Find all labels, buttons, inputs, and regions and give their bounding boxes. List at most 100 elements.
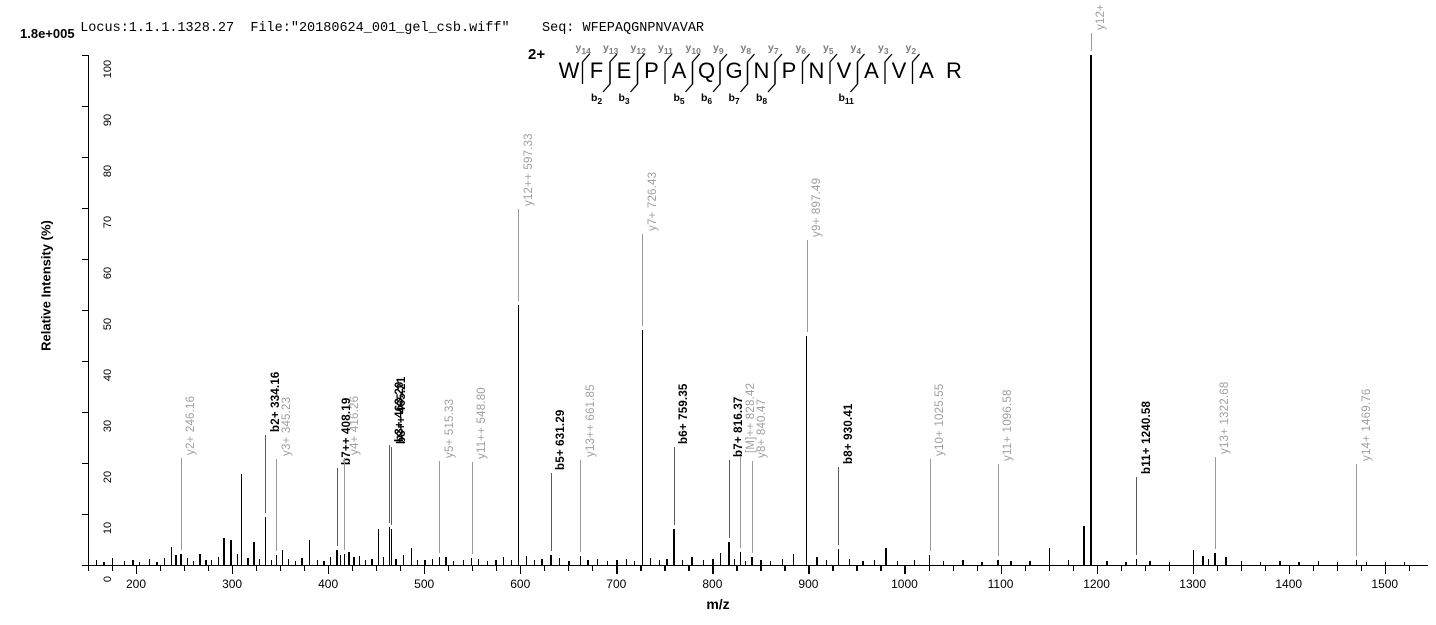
spectrum-peak (424, 560, 426, 565)
spectrum-peak (330, 556, 332, 565)
x-axis-tick-minor (256, 566, 258, 571)
spectrum-peak (236, 553, 239, 565)
spectrum-peak (1225, 556, 1227, 565)
spectrum-peak (378, 529, 380, 565)
spectrum-peak (1336, 562, 1339, 565)
spectrum-peak (848, 558, 851, 565)
x-axis-tick-minor (448, 566, 450, 571)
spectrum-peak (445, 557, 447, 565)
y-axis-tick (82, 106, 89, 108)
spectrum-peak-annotated (1135, 558, 1138, 565)
x-axis-tick-minor (1408, 566, 1410, 571)
spectrum-peak (1202, 555, 1204, 565)
spectrum-peak-annotated (388, 526, 391, 565)
spectrum-peak (348, 551, 350, 565)
y-axis-tick (82, 412, 89, 414)
peak-label: y12++ 597.33 (522, 133, 535, 206)
spectrum-peak (712, 558, 714, 565)
x-axis-tick-minor (280, 566, 282, 571)
x-axis-tick-major (328, 566, 330, 574)
peak-label-leader (997, 463, 999, 556)
spectrum-peak (633, 560, 635, 565)
x-axis-tick-major (136, 566, 138, 574)
x-axis-tick-minor (88, 566, 90, 571)
y-ion-label: y6 (795, 42, 807, 57)
spectrum-peak (453, 560, 455, 565)
x-axis-tick-minor (1264, 566, 1266, 571)
y-ion-label: y5 (823, 42, 834, 57)
b-ion-label: b11 (838, 92, 854, 107)
x-axis-tick-major (1288, 566, 1290, 574)
spectrum-peak (816, 556, 818, 565)
peak-label: y4+ 416.26 (348, 395, 361, 455)
x-axis-tick-label: 900 (798, 577, 819, 591)
peak-label: [M]++ 828.42 (744, 383, 757, 454)
peptide-residue: A (671, 58, 687, 83)
y-ion-label: y11 (658, 42, 673, 57)
y-axis-tick-label: 70 (102, 215, 114, 229)
spectrum-peak (364, 559, 367, 565)
peak-label: y11+ 1096.58 (1002, 389, 1015, 461)
y-axis-tick (82, 310, 89, 312)
y-axis-tick-label: 80 (102, 164, 114, 178)
spectrum-peak (416, 559, 418, 565)
spectrum-peak (223, 538, 225, 565)
x-axis-tick-major (520, 566, 522, 574)
spectrum-peak (885, 547, 887, 565)
peptide-residue: V (836, 58, 852, 83)
x-axis-tick-major (1384, 566, 1386, 574)
x-axis-tick-minor (472, 566, 474, 571)
x-axis-tick-minor (952, 566, 954, 571)
spectrum-header: Locus:1.1.1.1328.27 File:"20180624_001_g… (64, 6, 704, 36)
peak-label-leader (580, 459, 582, 552)
y-ion-label: y12 (630, 42, 646, 57)
peptide-residue: A (919, 58, 934, 83)
spectrum-peak-annotated (390, 529, 393, 565)
y-ion-label: y4 (850, 42, 862, 57)
spectrum-peak (1010, 560, 1012, 565)
y-axis-tick-label: 30 (102, 419, 114, 433)
spectrum-peak (781, 558, 783, 565)
peak-label-leader (728, 460, 730, 539)
x-axis-tick-major (616, 566, 618, 574)
spectrum-peak (1317, 561, 1319, 565)
x-axis-tick-minor (1120, 566, 1122, 571)
spectrum-peak (410, 547, 413, 565)
peak-label: y14+ 1469.76 (1360, 388, 1373, 461)
peak-label-leader (1090, 33, 1092, 51)
spectrum-peak-annotated (438, 556, 441, 565)
peak-label: y11++ 548.80 (476, 386, 489, 459)
y-axis-tick (82, 361, 89, 363)
x-axis-tick-label: 500 (414, 577, 435, 591)
x-axis-tick-minor (880, 566, 882, 571)
spectrum-peak-annotated (739, 552, 742, 565)
x-axis-tick-minor (832, 566, 834, 571)
peak-label-leader (740, 456, 742, 549)
peak-label-leader (265, 434, 267, 513)
y-axis-tick-label: 20 (102, 470, 114, 484)
spectrum-peak (625, 559, 628, 565)
y-ion-label: y3 (878, 42, 889, 57)
spectrum-peak-annotated (550, 554, 552, 565)
y-ion-label: y2 (905, 42, 917, 57)
spectrum-peak (382, 556, 385, 565)
spectrum-peak-annotated (471, 557, 473, 565)
spectrum-peak (606, 561, 609, 565)
x-axis-tick-minor (1216, 566, 1218, 571)
peak-label-leader (751, 461, 753, 554)
spectrum-peak (148, 558, 150, 565)
peak-label: y7+ 726.43 (646, 172, 659, 232)
peak-label-leader (550, 472, 552, 551)
x-axis-tick-minor (1144, 566, 1146, 571)
y-axis-tick (82, 463, 89, 465)
spectrum-peak (462, 559, 464, 565)
spectrum-peak-annotated (1214, 553, 1216, 565)
peak-label: y13+ 1322.68 (1219, 381, 1232, 455)
x-axis-tick-minor (592, 566, 594, 571)
x-axis-tick-minor (640, 566, 642, 571)
b-ion-label: b8 (756, 92, 768, 107)
x-axis-tick-minor (544, 566, 546, 571)
spectrum-peak (395, 558, 397, 565)
x-axis-tick-minor (664, 566, 666, 571)
